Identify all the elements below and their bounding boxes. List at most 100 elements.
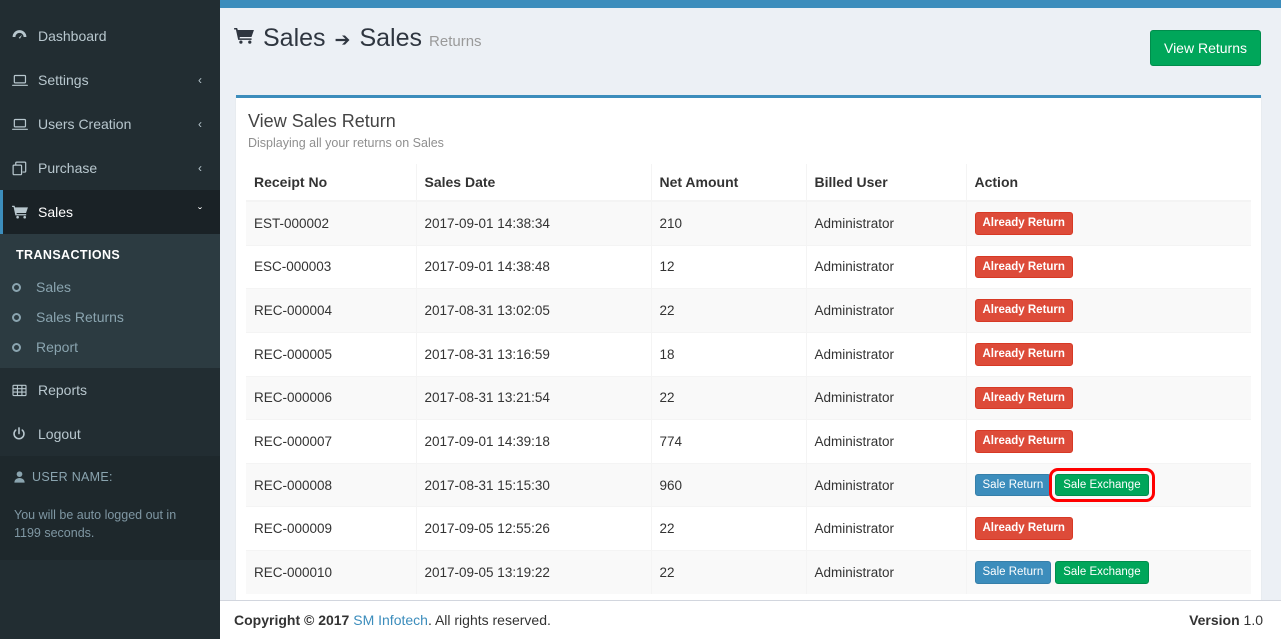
- page-header: Sales ➔ Sales Returns View Returns: [220, 8, 1281, 90]
- action-group: Already Return: [974, 299, 1073, 322]
- sidebar-item-label: Dashboard: [38, 28, 107, 44]
- power-icon: [12, 427, 38, 441]
- cell-receipt-no: REC-000008: [246, 462, 417, 507]
- circle-icon: [12, 282, 36, 292]
- chevron-left-icon: ‹: [198, 161, 202, 175]
- page-title: Sales ➔ Sales Returns: [234, 24, 482, 53]
- cell-billed-user: Administrator: [806, 200, 967, 246]
- table-head: Receipt No Sales Date Net Amount Billed Use…: [246, 164, 1251, 202]
- sidebar-item-label: Reports: [38, 382, 88, 398]
- laptop-icon: [12, 74, 38, 87]
- cart-icon: [234, 27, 255, 50]
- circle-icon: [12, 342, 36, 352]
- action-group: Already Return: [974, 255, 1073, 279]
- sidebar-item-dashboard[interactable]: Dashboard: [0, 14, 220, 58]
- cell-receipt-no: REC-000006: [246, 375, 417, 420]
- cell-receipt-no: EST-000002: [246, 200, 417, 246]
- sidebar-filler: [0, 560, 220, 639]
- sidebar-secondary-nav: Reports Logout: [0, 368, 220, 456]
- cell-billed-user: Administrator: [806, 506, 967, 551]
- column-header-net-amount: Net Amount: [651, 164, 807, 202]
- sidebar-item-settings[interactable]: Settings ‹: [0, 58, 220, 102]
- brand-link[interactable]: SM Infotech: [353, 612, 428, 628]
- action-button-already-return[interactable]: Already Return: [974, 430, 1073, 453]
- auto-logout-note: You will be auto logged out in 1199 seco…: [14, 508, 177, 541]
- sidebar-item-label: Sales: [38, 204, 74, 220]
- action-button-sale-exchange[interactable]: Sale Exchange: [1049, 467, 1155, 503]
- cell-net-amount: 22: [651, 375, 807, 420]
- cell-billed-user: Administrator: [806, 462, 967, 507]
- action-button-already-return[interactable]: Already Return: [974, 299, 1073, 322]
- sidebar-item-purchase[interactable]: Purchase ‹: [0, 146, 220, 190]
- submenu-header: TRANSACTIONS: [16, 248, 121, 262]
- cell-action: Already Return: [966, 375, 1251, 420]
- sidebar-main-nav: Dashboard Settings ‹ Users Creation ‹ Purchas…: [0, 14, 220, 234]
- cell-sales-date: 2017-09-01 14:38:48: [416, 244, 652, 289]
- sales-returns-table: Receipt No Sales Date Net Amount Billed Use…: [246, 164, 1251, 594]
- sidebar-item-label: Purchase: [38, 160, 98, 176]
- sidebar-item-label: Logout: [38, 426, 81, 442]
- action-group: Already Return: [974, 342, 1073, 366]
- action-button-already-return[interactable]: Already Return: [974, 386, 1073, 410]
- dashboard-icon: [12, 29, 38, 43]
- user-name-label: USER NAME:: [32, 470, 113, 484]
- sidebar-item-sales[interactable]: Sales ˇ: [0, 190, 220, 234]
- action-group: Sale Return Sale Exchange: [974, 561, 1149, 584]
- cell-action: Sale Return Sale Exchange: [966, 462, 1251, 507]
- action-button-already-return[interactable]: Already Return: [974, 342, 1073, 366]
- arrow-right-icon: ➔: [334, 30, 351, 51]
- submenu-item-label: Report: [36, 339, 79, 355]
- cell-receipt-no: REC-000004: [246, 288, 417, 333]
- cell-receipt-no: REC-000005: [246, 331, 417, 377]
- cell-net-amount: 18: [651, 331, 807, 377]
- column-header-billed-user: Billed User: [806, 164, 967, 202]
- table-row: REC-000005 2017-08-31 13:16:59 18 Administr…: [246, 331, 1251, 377]
- action-button-sale-return[interactable]: Sale Return: [974, 473, 1052, 497]
- table-row: REC-000010 2017-09-05 13:19:22 22 Administr…: [246, 550, 1251, 594]
- sidebar-item-users-creation[interactable]: Users Creation ‹: [0, 102, 220, 146]
- sidebar-item-logout[interactable]: Logout: [0, 412, 220, 456]
- action-group: Sale Return Sale Exchange: [974, 467, 1155, 503]
- top-accent-bar: [220, 0, 1281, 8]
- cell-net-amount: 774: [651, 419, 807, 464]
- user-info-block: USER NAME: You will be auto logged out i…: [0, 456, 220, 561]
- column-header-action: Action: [966, 164, 1251, 202]
- column-header-sales-date: Sales Date: [416, 164, 652, 202]
- cell-sales-date: 2017-08-31 13:02:05: [416, 288, 652, 333]
- chevron-left-icon: ‹: [198, 117, 202, 131]
- content-area: Sales ➔ Sales Returns View Returns View …: [220, 0, 1281, 639]
- chevron-down-icon: ˇ: [198, 205, 202, 219]
- cell-billed-user: Administrator: [806, 244, 967, 289]
- sidebar-item-label: Settings: [38, 72, 89, 88]
- action-button-already-return[interactable]: Already Return: [974, 255, 1073, 279]
- cell-receipt-no: REC-000007: [246, 419, 417, 464]
- table-row: REC-000008 2017-08-31 15:15:30 960 Administ…: [246, 462, 1251, 507]
- cell-sales-date: 2017-09-05 13:19:22: [416, 550, 652, 594]
- action-button-sale-return[interactable]: Sale Return: [974, 561, 1052, 584]
- submenu-item-sales[interactable]: Sales: [0, 272, 220, 302]
- action-button-already-return[interactable]: Already Return: [974, 212, 1073, 235]
- column-header-receipt-no: Receipt No: [246, 164, 417, 202]
- sidebar-item-reports[interactable]: Reports: [0, 368, 220, 412]
- action-button-already-return[interactable]: Already Return: [974, 517, 1073, 541]
- table-row: REC-000009 2017-09-05 12:55:26 22 Administr…: [246, 506, 1251, 551]
- copyright-prefix: Copyright © 2017: [234, 612, 354, 628]
- cell-net-amount: 22: [651, 550, 807, 594]
- breadcrumb-suffix: Returns: [429, 33, 482, 50]
- submenu-item-report[interactable]: Report: [0, 332, 220, 362]
- table-row: ESC-000003 2017-09-01 14:38:48 12 Administr…: [246, 244, 1251, 289]
- panel-subtitle: Displaying all your returns on Sales: [248, 136, 444, 150]
- table-row: REC-000006 2017-08-31 13:21:54 22 Administr…: [246, 375, 1251, 420]
- transactions-submenu: TRANSACTIONS Sales Sales Returns Report: [0, 234, 220, 368]
- cell-billed-user: Administrator: [806, 331, 967, 377]
- view-returns-button[interactable]: View Returns: [1149, 30, 1261, 66]
- action-button-sale-exchange[interactable]: Sale Exchange: [1055, 561, 1149, 584]
- cell-sales-date: 2017-08-31 15:15:30: [416, 462, 652, 507]
- copyright-text: Copyright © 2017 SM Infotech. All rights…: [234, 612, 551, 628]
- submenu-item-sales-returns[interactable]: Sales Returns: [0, 302, 220, 332]
- cell-action: Already Return: [966, 288, 1251, 333]
- cell-billed-user: Administrator: [806, 550, 967, 594]
- user-icon: [14, 471, 25, 483]
- panel-title: View Sales Return: [248, 111, 396, 131]
